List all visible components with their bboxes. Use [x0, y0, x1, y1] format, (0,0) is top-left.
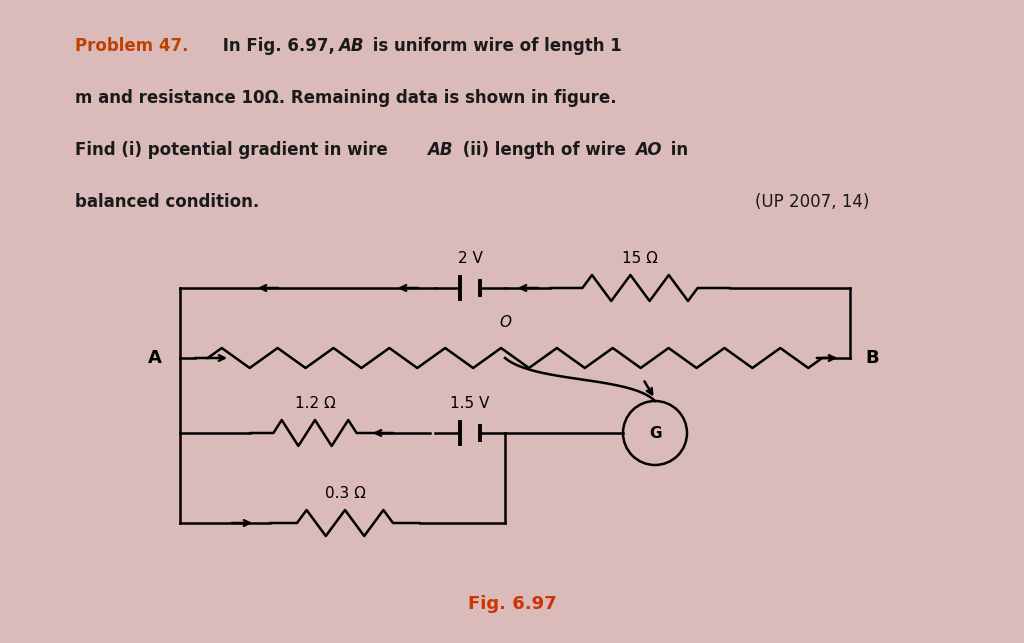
Text: in: in	[665, 141, 688, 159]
Text: Problem 47.: Problem 47.	[75, 37, 188, 55]
Text: 1.2 Ω: 1.2 Ω	[295, 396, 336, 411]
Text: B: B	[865, 349, 879, 367]
Text: G: G	[649, 426, 662, 440]
Text: balanced condition.: balanced condition.	[75, 193, 259, 211]
Text: Find (i) potential gradient in wire: Find (i) potential gradient in wire	[75, 141, 393, 159]
Text: 15 Ω: 15 Ω	[622, 251, 658, 266]
Text: Fig. 6.97: Fig. 6.97	[468, 595, 556, 613]
Text: 0.3 Ω: 0.3 Ω	[325, 486, 366, 501]
Text: m and resistance 10Ω. Remaining data is shown in figure.: m and resistance 10Ω. Remaining data is …	[75, 89, 616, 107]
Text: O: O	[499, 315, 511, 330]
Text: 1.5 V: 1.5 V	[451, 396, 489, 411]
Text: (ii) length of wire: (ii) length of wire	[457, 141, 632, 159]
Text: is uniform wire of length 1: is uniform wire of length 1	[367, 37, 622, 55]
Text: A: A	[148, 349, 162, 367]
Text: AB: AB	[338, 37, 364, 55]
Text: AO: AO	[635, 141, 662, 159]
Text: 2 V: 2 V	[458, 251, 482, 266]
Text: (UP 2007, 14): (UP 2007, 14)	[755, 193, 869, 211]
Text: In Fig. 6.97,: In Fig. 6.97,	[217, 37, 341, 55]
Text: AB: AB	[427, 141, 453, 159]
